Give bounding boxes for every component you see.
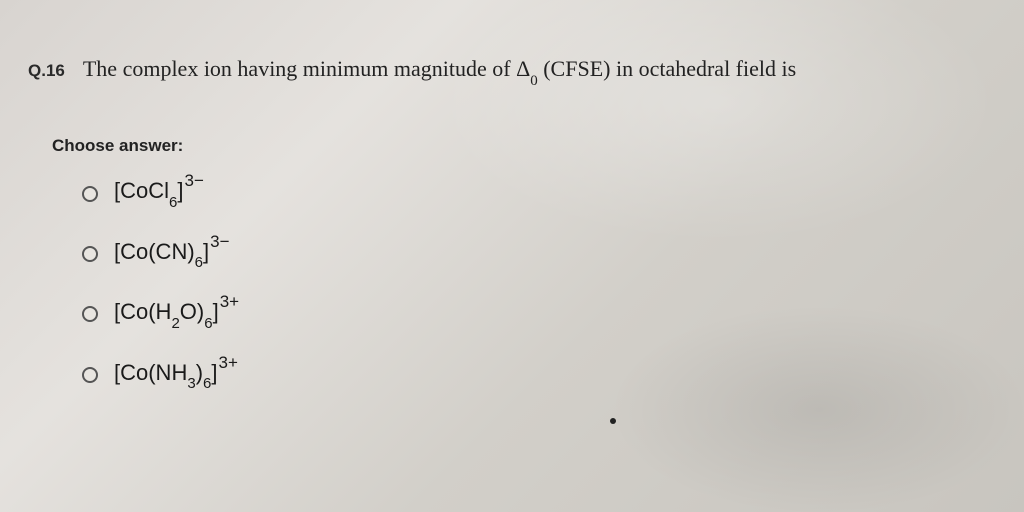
option-3-formula: [Co(H2O)6]3+	[114, 301, 239, 327]
f-charge: 3+	[220, 292, 239, 311]
radio-icon[interactable]	[82, 367, 98, 383]
f-charge: 3+	[218, 353, 237, 372]
delta-symbol: Δ	[516, 56, 530, 81]
q-text-before: The complex ion having minimum magnitude…	[83, 56, 516, 81]
option-4[interactable]: [Co(NH3)6]3+	[82, 362, 996, 388]
q-text-after: (CFSE) in octahedral field is	[538, 56, 796, 81]
f-prefix: [CoCl	[114, 178, 169, 203]
question-number: Q.16	[28, 61, 65, 81]
f-mid: )	[196, 360, 203, 385]
stray-dot	[610, 418, 616, 424]
choose-answer-label: Choose answer:	[52, 136, 996, 156]
f-sub2: 6	[204, 315, 212, 332]
option-3[interactable]: [Co(H2O)6]3+	[82, 301, 996, 327]
f-charge: 3−	[184, 171, 203, 190]
radio-icon[interactable]	[82, 246, 98, 262]
f-sub: 6	[169, 194, 177, 211]
question-text: The complex ion having minimum magnitude…	[83, 54, 796, 88]
options-list: [CoCl6]3− [Co(CN)6]3− [Co(H2O)6]3+ [Co(N…	[82, 180, 996, 388]
f-prefix: [Co(H	[114, 299, 171, 324]
f-charge: 3−	[210, 232, 229, 251]
f-suffix: ]	[213, 299, 219, 324]
f-suffix: ]	[211, 360, 217, 385]
radio-icon[interactable]	[82, 186, 98, 202]
f-prefix: [Co(NH	[114, 360, 187, 385]
delta-subscript: 0	[530, 73, 538, 89]
f-sub: 6	[195, 254, 203, 271]
option-1[interactable]: [CoCl6]3−	[82, 180, 996, 206]
f-prefix: [Co(CN)	[114, 239, 195, 264]
delta-symbol-group: Δ0	[516, 56, 538, 81]
question-row: Q.16 The complex ion having minimum magn…	[28, 54, 996, 88]
radio-icon[interactable]	[82, 306, 98, 322]
f-suffix: ]	[203, 239, 209, 264]
option-1-formula: [CoCl6]3−	[114, 180, 204, 206]
question-page: Q.16 The complex ion having minimum magn…	[0, 0, 1024, 408]
option-4-formula: [Co(NH3)6]3+	[114, 362, 238, 388]
f-suffix: ]	[177, 178, 183, 203]
option-2[interactable]: [Co(CN)6]3−	[82, 241, 996, 267]
f-sub1: 3	[187, 375, 195, 392]
option-2-formula: [Co(CN)6]3−	[114, 241, 230, 267]
f-sub2: 6	[203, 375, 211, 392]
f-sub1: 2	[171, 315, 179, 332]
f-mid: O)	[180, 299, 204, 324]
